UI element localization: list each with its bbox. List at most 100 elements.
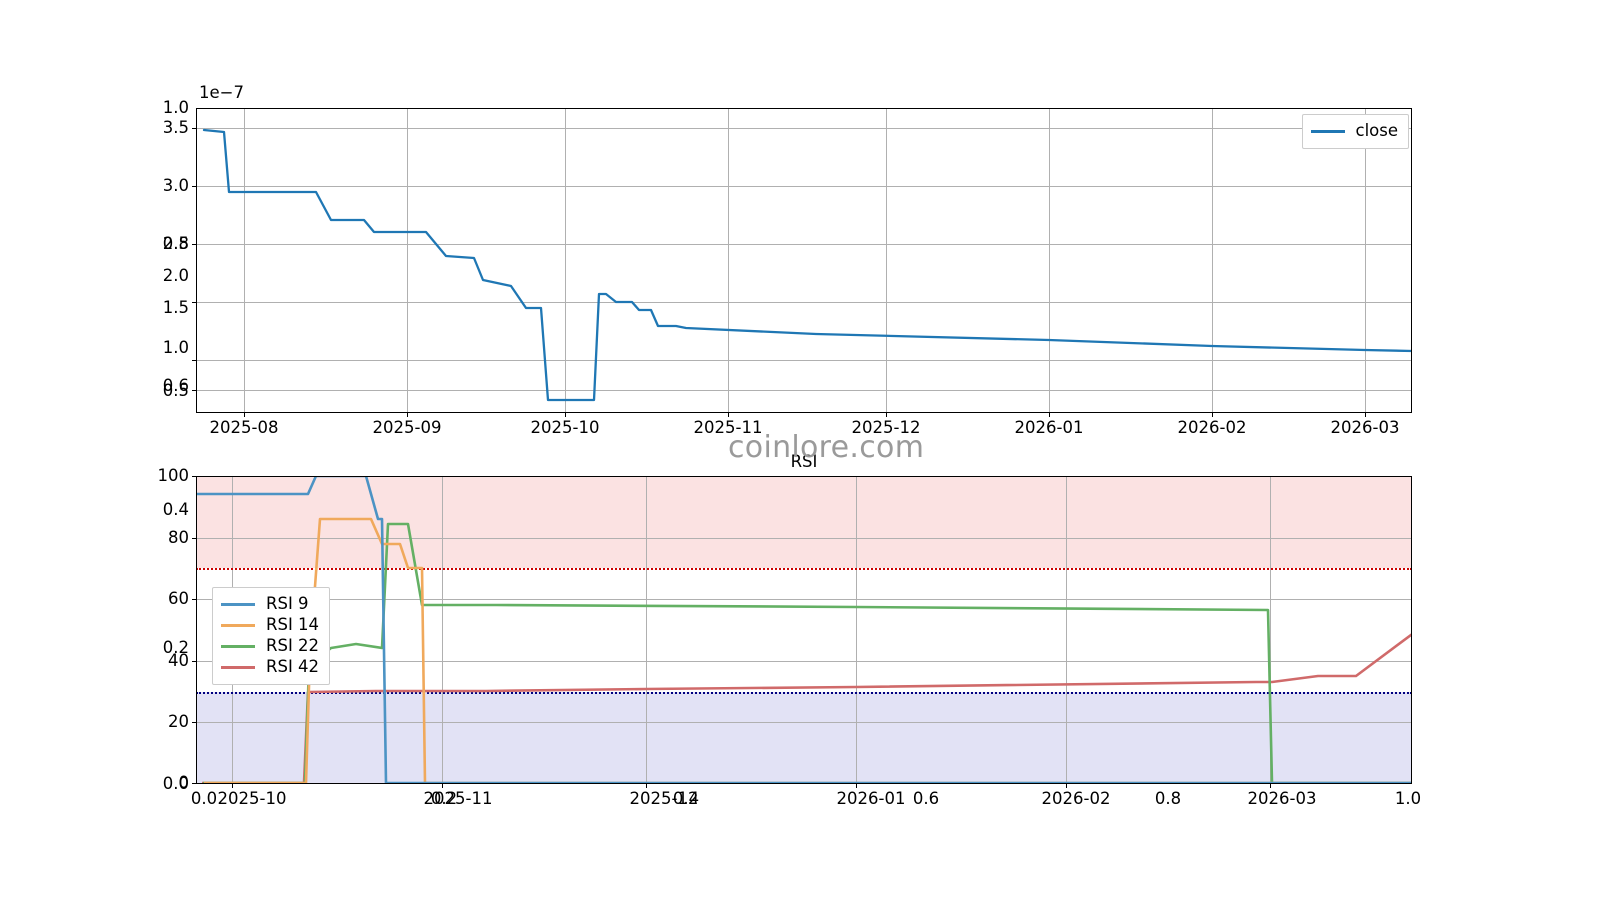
gridline	[728, 108, 729, 413]
y-axis-label: 1.0	[162, 337, 189, 357]
gridline	[856, 476, 857, 784]
y-axis-label: 100	[157, 465, 190, 485]
x-tick	[565, 413, 566, 417]
coinlore-watermark: coinlore.com	[728, 430, 925, 465]
gridline	[1270, 476, 1271, 784]
rsi-plot-area	[196, 476, 1412, 784]
gridline	[196, 599, 1412, 601]
gridline	[565, 108, 566, 413]
gridline	[196, 722, 1412, 724]
x-tick	[886, 413, 887, 417]
gridline	[196, 390, 1412, 391]
x-axis-label-secondary: 0.2	[430, 789, 458, 808]
y-axis-label-secondary: 0.0	[162, 773, 189, 793]
y-tick	[192, 476, 196, 477]
y-tick	[192, 390, 196, 391]
y-axis-label: 2.0	[162, 265, 189, 285]
gridline	[886, 108, 887, 413]
price-chart-axes: 1e−7	[163, 83, 1412, 436]
y-axis-label: 80	[168, 527, 189, 547]
gridline	[442, 476, 443, 784]
x-axis-label: 2025-11	[693, 418, 763, 437]
gridline	[407, 108, 408, 413]
y-tick	[192, 537, 196, 539]
y-tick	[192, 660, 196, 662]
rsi-chart-axes: RSI	[158, 452, 1422, 807]
x-tick	[1365, 413, 1366, 417]
y-axis-label: 0	[178, 772, 190, 792]
x-axis-label-secondary: 0.0	[190, 789, 218, 808]
x-axis-label: 2025-10	[530, 418, 600, 437]
y-tick	[192, 186, 196, 187]
y-axis-label: 2.5	[162, 233, 189, 253]
y-tick	[192, 128, 196, 129]
x-tick	[442, 784, 443, 788]
y-axis-label: 20	[168, 712, 189, 732]
y-axis-label-secondary: 0.8	[162, 233, 189, 253]
gridline	[196, 660, 1412, 662]
x-tick	[646, 784, 647, 788]
x-tick	[407, 413, 408, 417]
rsi-legend[interactable]: RSI 9 RSI 14 RSI 22 RSI 42	[212, 587, 331, 685]
rsi-subplot-title: RSI	[790, 452, 818, 471]
legend-item-close[interactable]: close	[1310, 121, 1399, 142]
overbought-zone	[196, 476, 1412, 569]
x-axis-label: 2025-10	[217, 789, 287, 808]
x-tick	[728, 413, 729, 417]
gridline	[646, 476, 647, 784]
legend-item-rsi-14[interactable]: RSI 14	[221, 615, 319, 636]
rsi-series-layer	[196, 476, 1412, 784]
y-axis-label-secondary: 0.6	[162, 375, 189, 395]
legend-color-swatch-close	[1310, 130, 1345, 133]
y-axis-label: 0.5	[162, 380, 189, 400]
x-tick	[1212, 413, 1213, 417]
gridline	[244, 108, 245, 413]
oversold-threshold-line	[196, 691, 1412, 694]
gridline	[196, 128, 1412, 129]
x-tick	[1270, 784, 1271, 788]
y-axis-label: 3.5	[162, 117, 189, 137]
legend-color-swatch-rsi-42	[221, 666, 255, 669]
gridline	[1049, 108, 1050, 413]
legend-item-rsi-42[interactable]: RSI 42	[221, 657, 319, 678]
legend-label-rsi-14: RSI 14	[266, 615, 320, 635]
y-axis-label: 1.5	[162, 297, 189, 317]
legend-color-swatch-rsi-22	[221, 645, 255, 648]
y-tick	[192, 244, 196, 245]
y-tick	[192, 722, 196, 724]
x-axis-label: 2026-01	[836, 789, 906, 808]
gridline	[1212, 108, 1213, 413]
legend-label-rsi-9: RSI 9	[266, 594, 309, 614]
x-axis-label: 2025-12	[629, 789, 699, 808]
y-axis-label-secondary: 0.2	[162, 637, 189, 657]
oversold-zone	[196, 691, 1412, 784]
x-axis-label-secondary: 1.0	[1394, 789, 1422, 808]
legend-item-rsi-9[interactable]: RSI 9	[221, 594, 319, 615]
legend-item-rsi-22[interactable]: RSI 22	[221, 636, 319, 657]
x-tick	[1066, 784, 1067, 788]
gridline	[196, 244, 1412, 245]
price-legend[interactable]: close	[1301, 114, 1409, 149]
legend-label-rsi-22: RSI 22	[266, 636, 320, 656]
x-axis-label: 2025-09	[372, 418, 442, 437]
x-axis-label: 2026-02	[1041, 789, 1111, 808]
x-axis-label: 2026-01	[1014, 418, 1084, 437]
y-axis-label-secondary: 1.0	[162, 97, 189, 117]
y-tick	[192, 302, 196, 303]
x-tick	[244, 413, 245, 417]
gridline	[196, 360, 1412, 361]
x-axis-label-secondary: 0.8	[1154, 789, 1182, 808]
y-axis-label: 60	[168, 588, 189, 608]
x-axis-label: 2025-12	[851, 418, 921, 437]
x-tick	[232, 784, 233, 788]
y-tick	[192, 360, 196, 361]
y-axis-label: 3.0	[162, 175, 189, 195]
y-tick	[192, 783, 196, 784]
legend-label-close: close	[1355, 121, 1399, 141]
overbought-threshold-line	[196, 568, 1412, 571]
legend-label-rsi-42: RSI 42	[266, 657, 320, 677]
price-plot-area	[196, 108, 1412, 413]
x-axis-label: 2026-03	[1330, 418, 1400, 437]
y-tick	[192, 599, 196, 601]
